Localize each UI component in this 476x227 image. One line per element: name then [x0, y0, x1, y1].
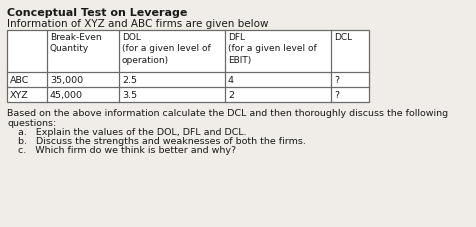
Text: ABC: ABC [10, 76, 30, 85]
Text: ?: ? [334, 91, 339, 100]
Text: DOL
(for a given level of
operation): DOL (for a given level of operation) [122, 33, 211, 65]
Text: XYZ: XYZ [10, 91, 29, 100]
Text: DFL
(for a given level of
EBIT): DFL (for a given level of EBIT) [228, 33, 317, 65]
Text: DCL: DCL [334, 33, 352, 42]
Text: Conceptual Test on Leverage: Conceptual Test on Leverage [7, 8, 188, 18]
Text: 45,000: 45,000 [50, 91, 83, 100]
Text: 2.5: 2.5 [122, 76, 137, 85]
Text: Information of XYZ and ABC firms are given below: Information of XYZ and ABC firms are giv… [7, 19, 268, 29]
Text: questions:: questions: [7, 118, 56, 127]
Bar [7, 31, 369, 103]
Text: 2: 2 [228, 91, 234, 100]
Text: 35,000: 35,000 [50, 76, 83, 85]
Text: 4: 4 [228, 76, 234, 85]
Text: a.   Explain the values of the DOL, DFL and DCL.: a. Explain the values of the DOL, DFL an… [18, 127, 247, 136]
Text: Based on the above information calculate the DCL and then thoroughly discuss the: Based on the above information calculate… [7, 109, 448, 118]
Text: Break-Even
Quantity: Break-Even Quantity [50, 33, 101, 53]
Text: b.   Discuss the strengths and weaknesses of both the firms.: b. Discuss the strengths and weaknesses … [18, 136, 306, 145]
Text: ?: ? [334, 76, 339, 85]
Text: 3.5: 3.5 [122, 91, 137, 100]
Text: c.   Which firm do we think is better and why?: c. Which firm do we think is better and … [18, 145, 236, 154]
